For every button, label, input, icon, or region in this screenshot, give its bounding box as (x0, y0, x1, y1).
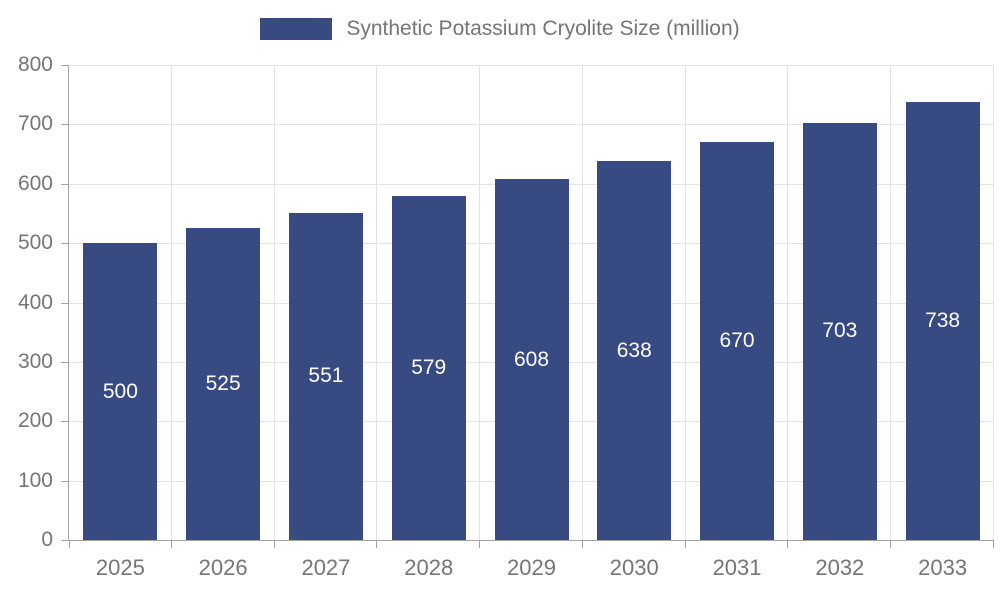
bar-2026[interactable]: 525 (186, 228, 261, 540)
y-axis-label: 200 (17, 409, 53, 433)
legend-item[interactable]: Synthetic Potassium Cryolite Size (milli… (0, 17, 1000, 41)
bar-value-label: 525 (205, 372, 241, 396)
x-axis-label: 2026 (198, 555, 248, 580)
x-axis-tick (479, 540, 481, 548)
y-axis-label: 400 (17, 290, 53, 314)
h-gridline (69, 124, 994, 126)
x-axis-label: 2031 (712, 555, 762, 580)
bar-2025[interactable]: 500 (83, 243, 158, 540)
x-axis-label: 2028 (404, 555, 454, 580)
x-axis-tick (890, 540, 892, 548)
y-axis-label: 500 (17, 231, 53, 255)
v-gridline (273, 65, 275, 540)
legend-swatch (260, 18, 333, 40)
v-gridline (993, 65, 994, 540)
y-axis-label: 600 (17, 171, 53, 195)
x-axis-tick (787, 540, 789, 548)
y-axis-tick (61, 302, 69, 304)
v-gridline (684, 65, 686, 540)
x-axis-tick (69, 540, 70, 548)
x-axis-label: 2029 (507, 555, 556, 580)
v-gridline (479, 65, 481, 540)
v-gridline (787, 65, 789, 540)
y-axis-label: 0 (41, 528, 53, 551)
x-axis-label: 2027 (301, 555, 351, 580)
bar-2028[interactable]: 579 (391, 196, 466, 540)
plot-area: 0 100 200 300 400 500 600 700 800 500 2025 525 2026 5… (18, 53, 994, 580)
y-axis-tick (61, 243, 69, 245)
bar-2032[interactable]: 703 (802, 122, 877, 540)
y-axis-label: 100 (17, 468, 53, 492)
bar-value-label: 670 (719, 329, 755, 353)
y-axis-tick (61, 124, 69, 126)
v-gridline (890, 65, 892, 540)
v-gridline (170, 65, 172, 540)
bar-value-label: 551 (308, 364, 344, 388)
y-axis-label: 700 (17, 112, 53, 136)
y-axis-tick (61, 361, 69, 363)
y-axis-tick (61, 421, 69, 423)
x-axis-label: 2032 (815, 555, 865, 580)
x-axis-label: 2030 (609, 555, 659, 580)
x-axis-tick (273, 540, 275, 548)
bar-2027[interactable]: 551 (288, 212, 363, 540)
y-axis-label: 800 (17, 53, 53, 76)
bar-value-label: 638 (616, 338, 652, 362)
v-gridline (376, 65, 378, 540)
x-axis-tick (993, 540, 994, 548)
x-axis-label: 2025 (95, 555, 145, 580)
bar-2029[interactable]: 608 (494, 179, 569, 540)
bar-value-label: 703 (822, 319, 858, 343)
bar-value-label: 500 (102, 379, 138, 403)
y-axis-tick (61, 183, 69, 185)
y-axis-tick (61, 540, 69, 541)
x-axis-tick (170, 540, 172, 548)
h-gridline (69, 65, 994, 66)
legend-label: Synthetic Potassium Cryolite Size (milli… (346, 17, 740, 40)
bar-value-label: 579 (411, 356, 447, 380)
bar-value-label: 608 (513, 347, 550, 371)
x-axis-tick (376, 540, 378, 548)
bar-value-label: 738 (925, 308, 961, 332)
y-axis-tick (61, 480, 69, 482)
x-axis-tick (581, 540, 583, 548)
y-axis-label: 300 (17, 349, 53, 373)
bar-2030[interactable]: 638 (597, 161, 672, 540)
bar-2033[interactable]: 738 (905, 101, 980, 540)
x-axis-tick (684, 540, 686, 548)
y-axis-tick (61, 65, 69, 66)
v-gridline (581, 65, 583, 540)
x-axis-label: 2033 (918, 555, 968, 580)
bar-2031[interactable]: 670 (700, 142, 775, 540)
